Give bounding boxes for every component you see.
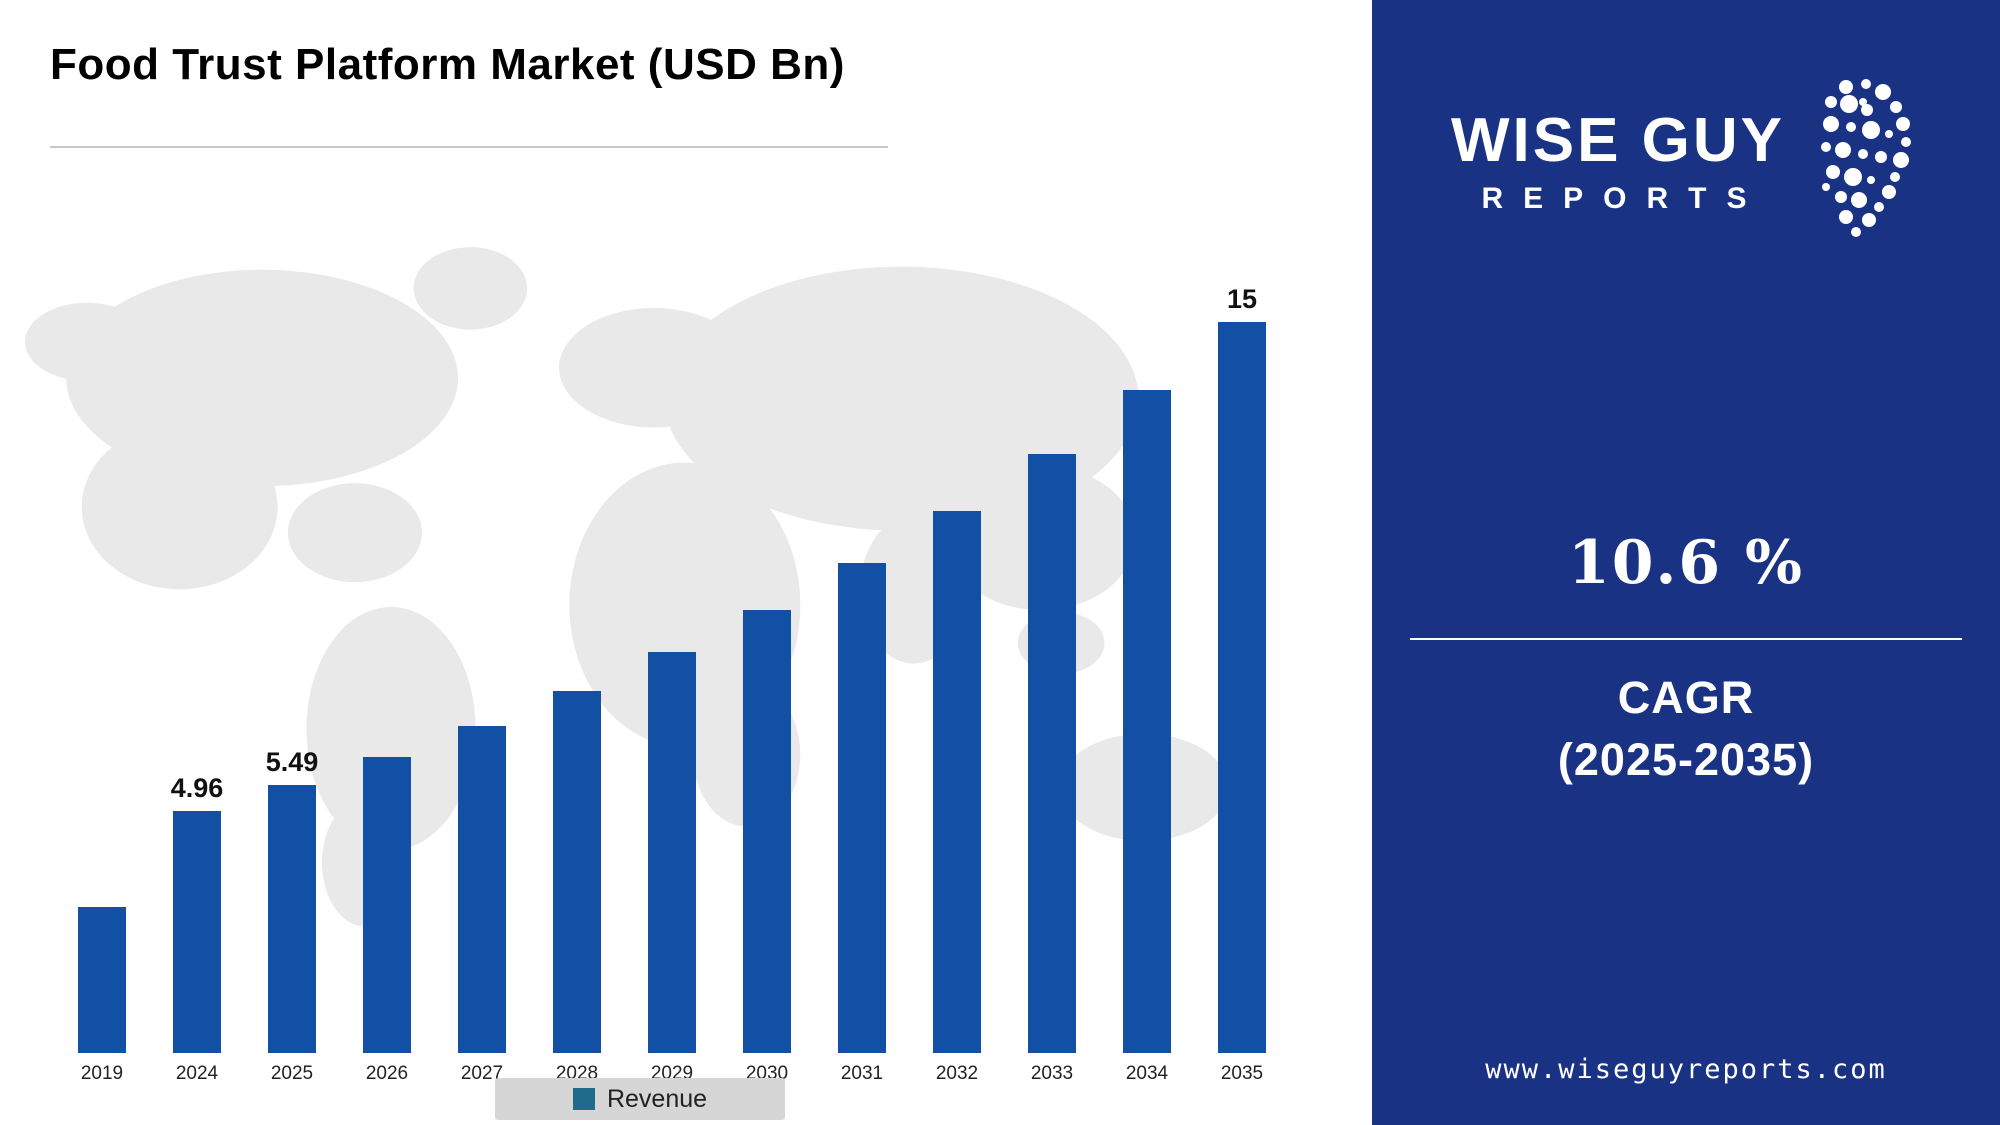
revenue-bar [173, 811, 221, 1053]
bar-column: 2027 [458, 270, 506, 1085]
website-url: www.wiseguyreports.com [1485, 1054, 1887, 1085]
bar-column: 2034 [1123, 270, 1171, 1085]
revenue-bar [1028, 454, 1076, 1053]
revenue-bar [1123, 390, 1171, 1053]
logo-head-dots-icon [1821, 79, 1912, 237]
bar-column: 2032 [933, 270, 981, 1085]
revenue-legend-swatch [572, 1088, 595, 1110]
page-title: Food Trust Platform Market (USD Bn) [50, 40, 845, 89]
chart-legend: Revenue [495, 1078, 785, 1120]
bar-column: 2033 [1028, 270, 1076, 1085]
x-axis-label: 2019 [80, 1063, 124, 1084]
cagr-value: 10.6 % [1567, 528, 1805, 598]
revenue-bar [838, 563, 886, 1053]
revenue-bar [363, 757, 411, 1053]
revenue-bar [1218, 322, 1266, 1053]
bar-chart: 2019 4.96 2024 5.49 2025 2026 2027 2028 2029 2030… [78, 270, 1266, 1085]
bar-column: 2028 [553, 270, 601, 1085]
wise-guy-reports-logo: WISE GUY REPORTS [1372, 72, 2000, 252]
cagr-period: (2025-2035) [1557, 734, 1815, 785]
bar-column: 5.49 2025 [265, 270, 319, 1085]
bar-column: 2030 [743, 270, 791, 1085]
cagr-divider [1409, 638, 1963, 640]
bar-column: 4.96 2024 [170, 270, 224, 1085]
x-axis-label: 2026 [365, 1063, 409, 1084]
revenue-bar [458, 726, 506, 1053]
sidebar: WISE GUY REPORTS [1372, 0, 2000, 1125]
revenue-bar [743, 610, 791, 1053]
cagr-block: 10.6 % CAGR (2025-2035) [1372, 528, 2000, 786]
bar-column: 2031 [838, 270, 886, 1085]
x-axis-label: 2031 [840, 1063, 884, 1084]
x-axis-label: 2032 [935, 1063, 979, 1084]
revenue-bar [933, 511, 981, 1053]
revenue-bar [648, 652, 696, 1053]
revenue-bar [553, 691, 601, 1053]
bar-column: 2019 [78, 270, 126, 1085]
logo-wordmark-line1: WISE GUY [1450, 106, 1786, 176]
logo-text: WISE GUY REPORTS [1451, 108, 1785, 215]
cagr-label: CAGR [1617, 672, 1755, 723]
bar-column: 2029 [648, 270, 696, 1085]
bar-value-label: 4.96 [170, 773, 224, 803]
x-axis-label: 2025 [270, 1063, 314, 1084]
bar-column: 2026 [363, 270, 411, 1085]
revenue-legend-label: Revenue [606, 1084, 708, 1113]
revenue-bar [268, 785, 316, 1053]
logo-wordmark-line2: REPORTS [1481, 181, 1767, 215]
bar-column: 15 2035 [1218, 270, 1266, 1085]
title-underline [50, 146, 888, 148]
chart-panel: Food Trust Platform Market (USD Bn) [25, 40, 1266, 1120]
bar-value-label: 15 [1226, 284, 1258, 314]
bar-value-label: 5.49 [265, 747, 319, 777]
x-axis-label: 2024 [175, 1063, 219, 1084]
x-axis-label: 2034 [1125, 1063, 1169, 1084]
revenue-bar [78, 907, 126, 1053]
x-axis-label: 2035 [1220, 1063, 1264, 1084]
x-axis-label: 2033 [1030, 1063, 1074, 1084]
x-axis-label: 2027 [460, 1063, 504, 1084]
